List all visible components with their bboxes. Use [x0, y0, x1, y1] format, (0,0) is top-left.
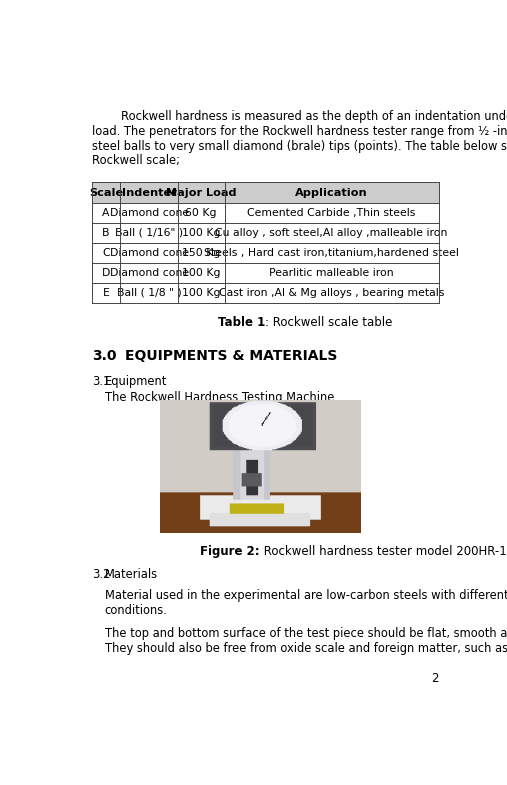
- Text: load. The penetrators for the Rockwell hardness tester range from ½ -inch diamet: load. The penetrators for the Rockwell h…: [92, 125, 507, 137]
- Text: They should also be free from oxide scale and foreign matter, such as dirt and o: They should also be free from oxide scal…: [104, 642, 507, 655]
- Text: Material used in the experimental are low-carbon steels with different processin: Material used in the experimental are lo…: [104, 589, 507, 602]
- Text: Rockwell hardness tester model 200HR-150: Rockwell hardness tester model 200HR-150: [260, 545, 507, 558]
- Text: The Rockwell Hardness Testing Machine.: The Rockwell Hardness Testing Machine.: [104, 391, 338, 403]
- Text: E: E: [102, 288, 110, 298]
- Text: Steels , Hard cast iron,titanium,hardened steel: Steels , Hard cast iron,titanium,hardene…: [204, 248, 459, 257]
- Text: Rockwell hardness is measured as the depth of an indentation under constant: Rockwell hardness is measured as the dep…: [92, 110, 507, 123]
- Text: Diamond cone: Diamond cone: [110, 208, 189, 218]
- Text: 3.0: 3.0: [92, 349, 116, 363]
- Text: 2: 2: [431, 672, 439, 685]
- Text: 3.1: 3.1: [92, 374, 110, 388]
- Text: Table 1: Table 1: [218, 316, 265, 329]
- Text: EQUIPMENTS & MATERIALS: EQUIPMENTS & MATERIALS: [125, 349, 338, 363]
- Text: Materials: Materials: [104, 568, 158, 581]
- Text: steel balls to very small diamond (brale) tips (points). The table below summari: steel balls to very small diamond (brale…: [92, 140, 507, 152]
- Text: Major Load: Major Load: [166, 188, 236, 198]
- Text: 60 Kg: 60 Kg: [186, 208, 217, 218]
- Text: Pearlitic malleable iron: Pearlitic malleable iron: [269, 268, 394, 278]
- Text: Diamond cone: Diamond cone: [110, 248, 189, 257]
- Text: : Rockwell scale table: : Rockwell scale table: [265, 316, 392, 329]
- Text: Diamond cone: Diamond cone: [110, 268, 189, 278]
- Text: Ball ( 1/16" ): Ball ( 1/16" ): [115, 228, 183, 238]
- Text: 100 Kg: 100 Kg: [182, 228, 221, 238]
- Text: 100 Kg: 100 Kg: [182, 288, 221, 298]
- Text: conditions.: conditions.: [104, 604, 167, 617]
- Text: Application: Application: [295, 188, 368, 198]
- Text: Scale: Scale: [89, 188, 123, 198]
- Text: Rockwell scale;: Rockwell scale;: [92, 155, 179, 167]
- Text: Ball ( 1/8 " ): Ball ( 1/8 " ): [117, 288, 182, 298]
- Text: Cast iron ,Al & Mg alloys , bearing metals: Cast iron ,Al & Mg alloys , bearing meta…: [219, 288, 444, 298]
- Text: B: B: [102, 228, 110, 238]
- Text: 100 Kg: 100 Kg: [182, 268, 221, 278]
- Bar: [92, 182, 439, 203]
- Text: C: C: [102, 248, 110, 257]
- Text: A: A: [102, 208, 110, 218]
- Text: Indenter: Indenter: [122, 188, 176, 198]
- Text: Cu alloy , soft steel,Al alloy ,malleable iron: Cu alloy , soft steel,Al alloy ,malleabl…: [215, 228, 448, 238]
- Text: 3.2: 3.2: [92, 568, 110, 581]
- Text: Cemented Carbide ,Thin steels: Cemented Carbide ,Thin steels: [247, 208, 416, 218]
- Text: Equipment: Equipment: [104, 374, 167, 388]
- Text: The top and bottom surface of the test piece should be flat, smooth and parallel: The top and bottom surface of the test p…: [104, 627, 507, 640]
- Text: D: D: [102, 268, 110, 278]
- Text: Figure 2:: Figure 2:: [200, 545, 260, 558]
- Text: 150 Kg: 150 Kg: [182, 248, 221, 257]
